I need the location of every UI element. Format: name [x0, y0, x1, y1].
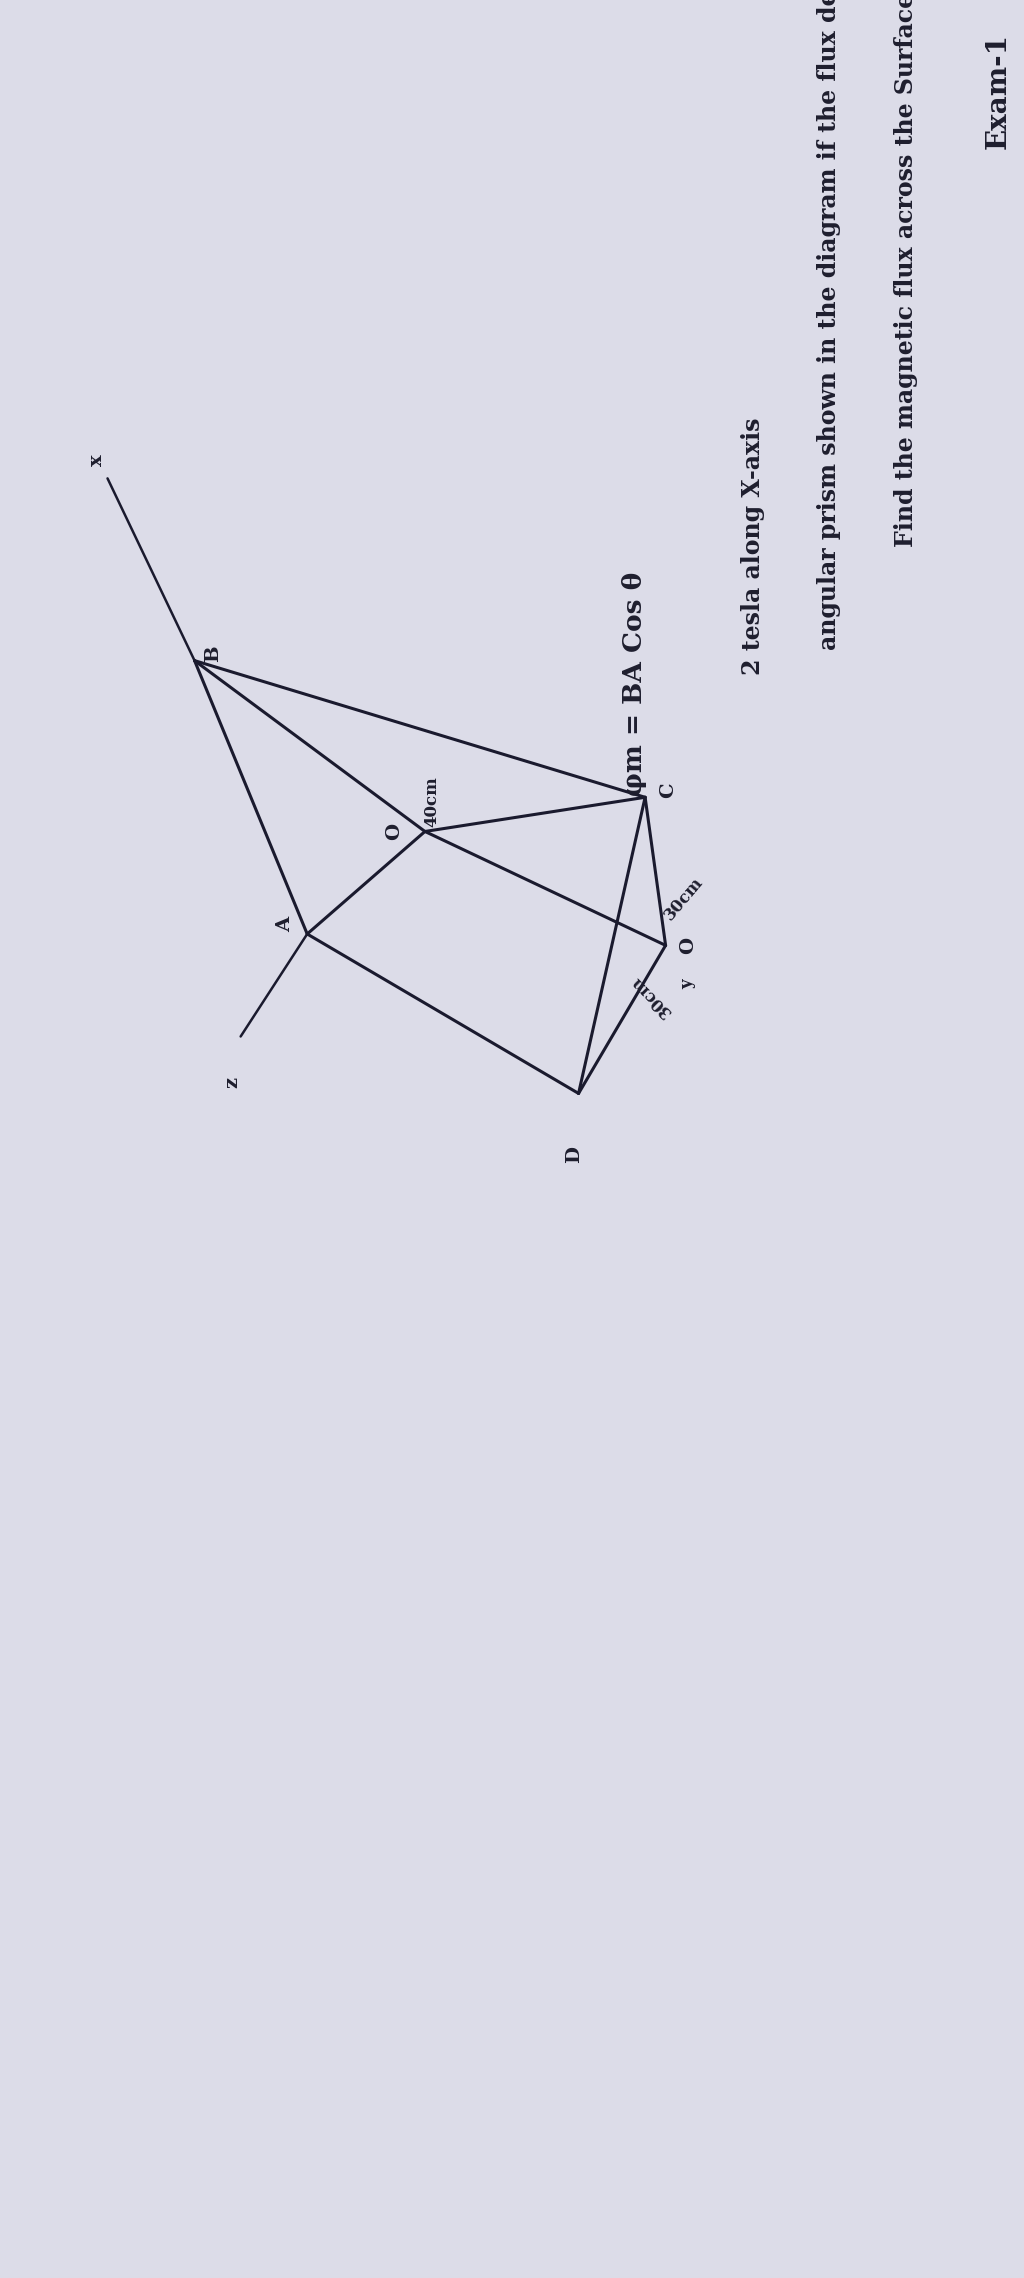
Text: 2 tesla along X-axis: 2 tesla along X-axis: [740, 417, 765, 677]
Text: 40cm: 40cm: [424, 777, 440, 827]
Text: D: D: [565, 1146, 584, 1164]
Text: B: B: [204, 645, 222, 663]
Text: 30cm: 30cm: [662, 875, 707, 923]
Text: y: y: [680, 980, 696, 989]
Text: φm = BA Cos θ: φm = BA Cos θ: [623, 572, 647, 795]
Text: A: A: [275, 918, 294, 932]
Text: z: z: [223, 1077, 242, 1087]
Text: Exam-1: Exam-1: [985, 34, 1012, 148]
Text: C: C: [658, 784, 677, 797]
Text: O: O: [385, 822, 403, 841]
Text: angular prism shown in the diagram if the flux density is: angular prism shown in the diagram if th…: [817, 0, 842, 652]
Text: 30cm: 30cm: [627, 973, 675, 1021]
Text: x: x: [88, 453, 106, 467]
Text: O: O: [679, 936, 697, 954]
Text: Find the magnetic flux across the Surface of tri-: Find the magnetic flux across the Surfac…: [894, 0, 919, 547]
